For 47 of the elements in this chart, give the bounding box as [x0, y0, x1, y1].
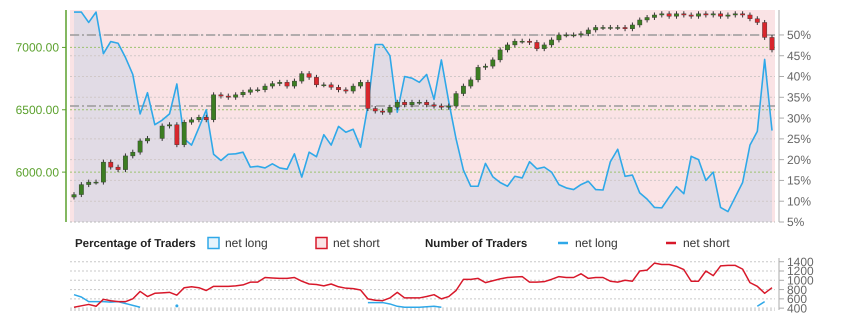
legend-label: net short [683, 236, 730, 250]
y2-tick-label: 45% [787, 48, 812, 63]
candlestick [100, 159, 106, 186]
legend-title: Percentage of Traders [75, 238, 196, 250]
candlestick [78, 182, 84, 198]
y2-tick-label: 25% [787, 132, 812, 146]
candlestick [299, 70, 304, 84]
candlestick [292, 78, 297, 90]
candlestick [556, 32, 562, 43]
candlestick [770, 34, 774, 53]
candlestick [490, 56, 496, 70]
y2-tick-label: 10% [787, 194, 812, 208]
candlestick [108, 159, 114, 170]
candlestick [505, 42, 510, 53]
candlestick [174, 122, 180, 148]
candlestick [394, 99, 400, 110]
candlestick [314, 74, 319, 88]
candlestick [123, 152, 128, 173]
candlestick [138, 138, 143, 156]
candlestick [160, 122, 165, 142]
candlestick [498, 46, 503, 63]
candlestick [637, 16, 642, 28]
legend-title: Number of Traders [425, 238, 528, 250]
candlestick [476, 64, 481, 83]
candlestick [549, 36, 554, 48]
legend-label: net short [333, 236, 380, 250]
y-tick-label: 7000.00 [16, 40, 60, 55]
y-tick-label: 6000.00 [16, 165, 60, 180]
y2-tick-label: 5% [787, 215, 805, 230]
candlestick [388, 104, 392, 116]
candlestick [762, 19, 768, 40]
y2-tick-label: 15% [787, 174, 812, 188]
legend-label: net long [575, 236, 618, 250]
candlestick [454, 90, 458, 110]
legend-label: net long [225, 236, 268, 250]
candlestick [182, 119, 187, 148]
y2-tick-label: 50% [787, 28, 812, 42]
candlestick [534, 39, 540, 52]
y2-tick-label: 40% [787, 70, 812, 84]
y2-tick-label: 35% [787, 90, 812, 104]
y2-tick-label: 20% [787, 152, 812, 167]
y-tick-label: 6500.00 [16, 102, 60, 117]
y2-tick-label: 30% [787, 111, 812, 126]
candlestick [461, 83, 466, 97]
candlestick [468, 76, 474, 90]
line-series [73, 262, 773, 308]
candlestick [350, 83, 356, 94]
